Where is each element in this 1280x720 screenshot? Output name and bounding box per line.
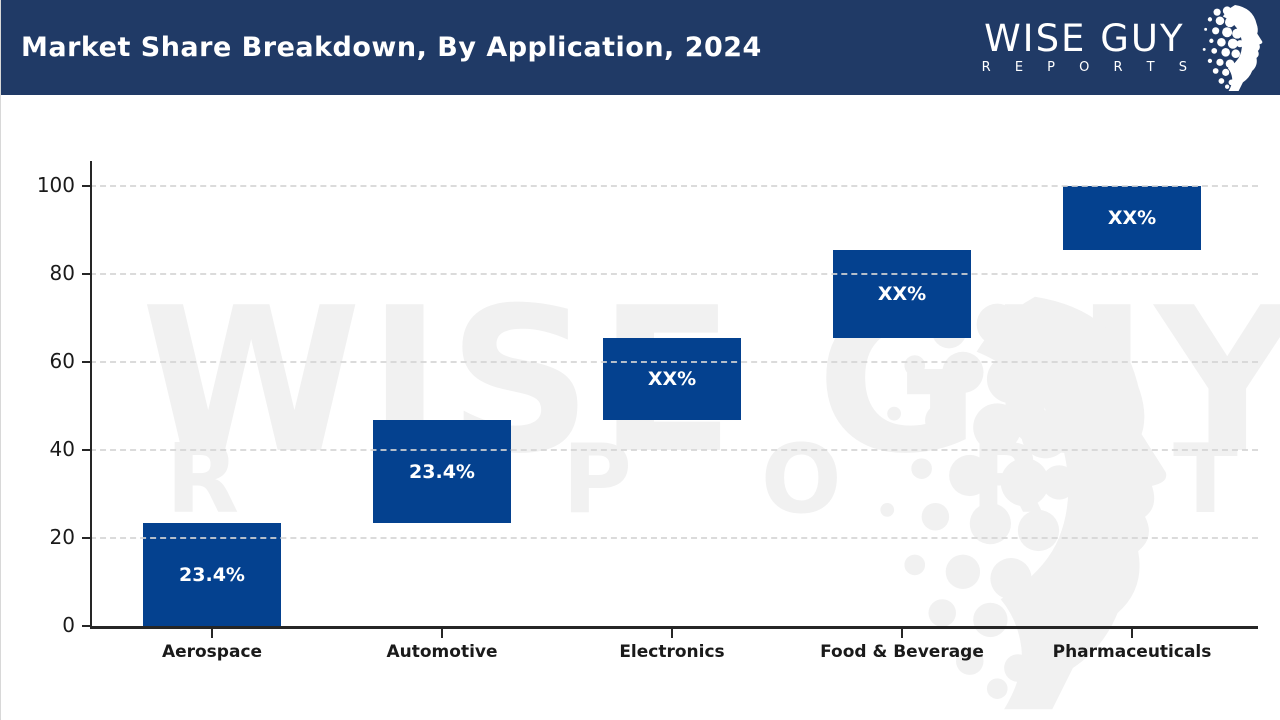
x-tick-mark [901, 629, 903, 638]
bar-automotive: 23.4% [373, 420, 511, 524]
bar-aerospace: 23.4% [143, 523, 281, 626]
gridline-100 [90, 185, 1258, 187]
y-tick-label: 60 [49, 349, 75, 373]
logo-wordmark: WISE GUY [984, 17, 1185, 61]
x-tick-mark [211, 629, 213, 638]
chart-canvas: WISE GUY R E P O R T S 23.4%23.4%XX%XX%X… [1, 95, 1280, 720]
y-tick-mark [82, 185, 90, 187]
wiseguy-logo-text: WISE GUY R E P O R T S [972, 17, 1197, 75]
logo-subtitle: R E P O R T S [981, 59, 1197, 75]
bar-electronics: XX% [603, 338, 741, 421]
y-tick-mark [82, 625, 90, 627]
y-tick-label: 40 [49, 437, 75, 461]
page-title: Market Share Breakdown, By Application, … [21, 32, 762, 63]
bar-pharmaceuticals: XX% [1063, 186, 1201, 250]
y-tick-mark [82, 273, 90, 275]
x-tick-mark [441, 629, 443, 638]
x-tick-mark [1131, 629, 1133, 638]
x-tick-mark [671, 629, 673, 638]
x-category-label: Pharmaceuticals [1052, 642, 1212, 662]
wiseguy-logo: WISE GUY R E P O R T S [972, 4, 1267, 91]
gridline-80 [90, 273, 1258, 275]
bar-value-label: XX% [647, 368, 697, 391]
watermark-subtitle: R E P O R T S [166, 425, 1280, 535]
x-axis-line [90, 626, 1258, 629]
y-tick-label: 80 [49, 261, 75, 285]
y-tick-mark [82, 361, 90, 363]
y-tick-label: 20 [49, 525, 75, 549]
bar-value-label: 23.4% [179, 563, 245, 586]
y-axis-line [90, 161, 92, 628]
gridline-20 [90, 537, 1258, 539]
x-category-label: Electronics [619, 642, 725, 662]
bar-value-label: XX% [1107, 206, 1157, 229]
wiseguy-head-icon [1202, 4, 1263, 91]
y-tick-label: 0 [62, 613, 75, 637]
bar-value-label: 23.4% [409, 460, 475, 483]
x-category-label: Aerospace [161, 642, 263, 662]
gridline-60 [90, 361, 1258, 363]
y-tick-label: 100 [36, 173, 75, 197]
x-category-label: Automotive [386, 642, 498, 662]
y-tick-mark [82, 537, 90, 539]
y-tick-mark [82, 449, 90, 451]
bar-food-beverage: XX% [833, 249, 971, 339]
x-category-label: Food & Beverage [820, 642, 984, 662]
bar-value-label: XX% [877, 283, 927, 306]
gridline-40 [90, 449, 1258, 451]
header-bar: Market Share Breakdown, By Application, … [1, 0, 1280, 95]
